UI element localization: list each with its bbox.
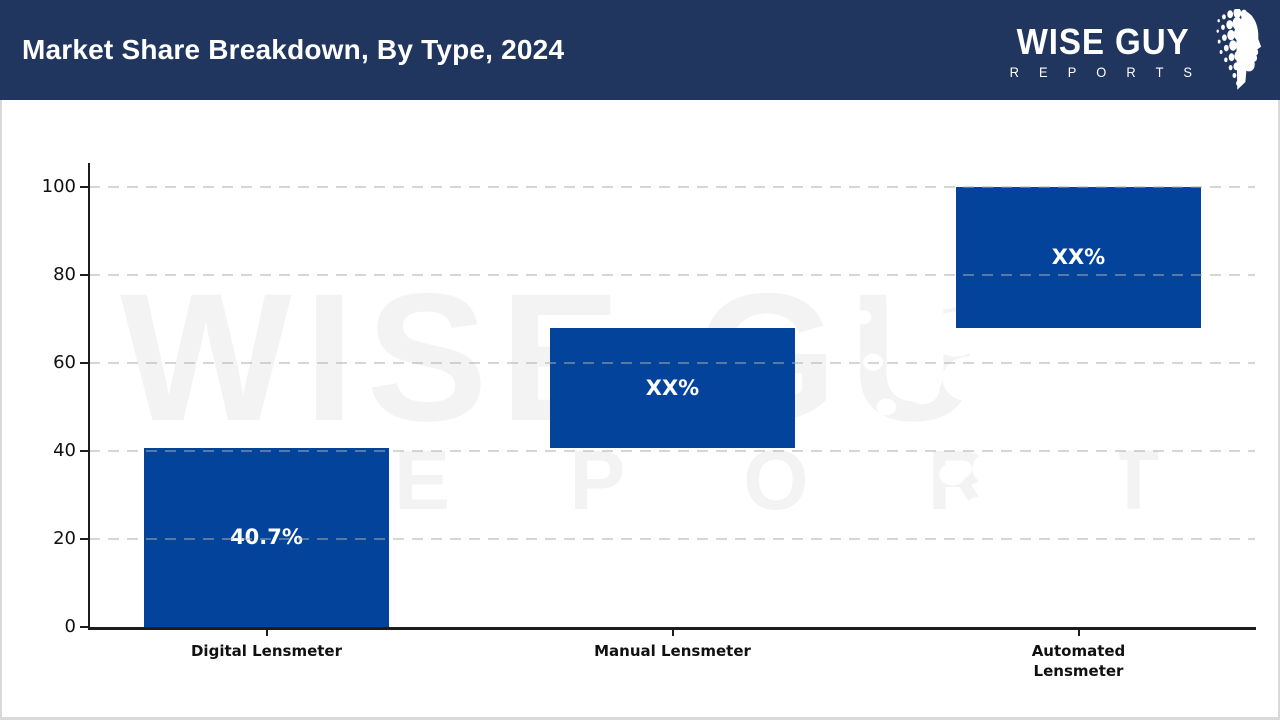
y-tick-label: 0 — [64, 616, 76, 637]
x-tick-label: Automated Lensmeter — [1031, 642, 1126, 680]
y-tick-80 — [80, 274, 89, 276]
y-tick-label: 60 — [53, 352, 76, 373]
y-tick-60 — [80, 362, 89, 364]
logo-wordmark: WISE GUY — [1016, 21, 1190, 62]
gridline-80 — [89, 274, 1255, 276]
gridline-60 — [89, 362, 1255, 364]
x-tick-3 — [1077, 627, 1080, 636]
bar-value-label: XX% — [645, 375, 700, 400]
logo-head-icon — [1216, 9, 1262, 90]
x-tick-label: Manual Lensmeter — [594, 642, 751, 660]
y-tick-0 — [80, 626, 89, 628]
bar-value-label: 40.7% — [230, 525, 303, 550]
y-tick-label: 20 — [53, 528, 76, 549]
logo-text: WISE GUY R E P O R T S — [1006, 23, 1200, 81]
bar-3: XX% — [956, 187, 1201, 328]
bar-2: XX% — [550, 327, 795, 448]
y-tick-40 — [80, 450, 89, 452]
header: Market Share Breakdown, By Type, 2024 WI… — [0, 0, 1280, 100]
chart-canvas: WISE GUY R E P O R T S 02040608010040.7%… — [0, 100, 1280, 720]
y-tick-20 — [80, 538, 89, 540]
gridline-40 — [89, 450, 1255, 452]
x-tick-2 — [671, 627, 674, 636]
y-tick-label: 80 — [53, 264, 76, 285]
page-title: Market Share Breakdown, By Type, 2024 — [22, 34, 565, 65]
gridline-100 — [89, 186, 1255, 188]
bar-value-label: XX% — [1051, 245, 1106, 270]
y-tick-100 — [80, 186, 89, 188]
y-axis — [88, 163, 90, 629]
logo-subtitle: R E P O R T S — [1009, 64, 1200, 80]
y-tick-label: 100 — [41, 176, 76, 197]
gridline-20 — [89, 538, 1255, 540]
wiseguy-logo: WISE GUY R E P O R T S — [989, 4, 1264, 100]
bar-1: 40.7% — [144, 447, 389, 627]
x-tick-label: Digital Lensmeter — [190, 642, 342, 660]
y-tick-label: 40 — [53, 440, 76, 461]
x-tick-1 — [265, 627, 268, 636]
